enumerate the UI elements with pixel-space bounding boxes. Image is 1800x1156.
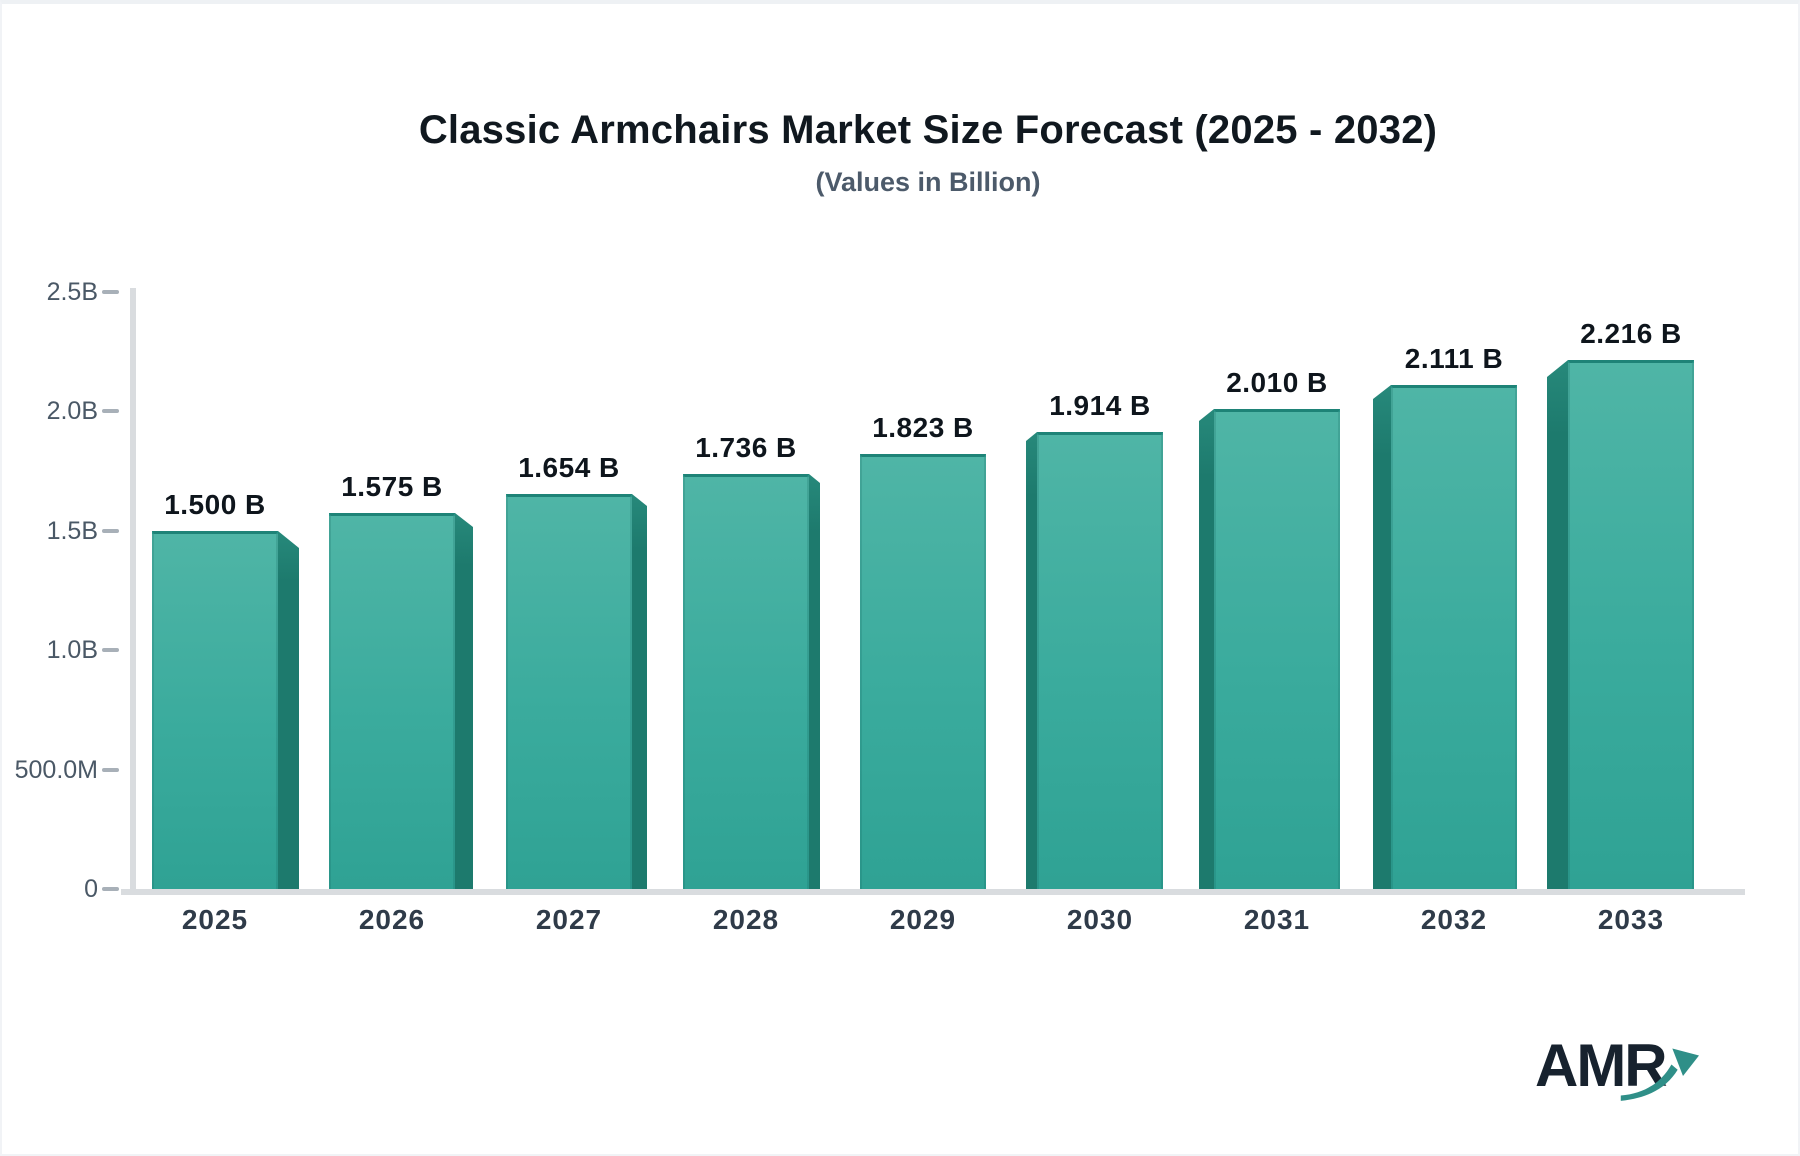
cagr-badge-label: CAGR: 5.00% <box>824 274 1028 309</box>
y-axis-label: 1.5B <box>46 517 98 545</box>
bar-2027 <box>506 494 632 889</box>
amr-logo-text: AMR <box>1535 1032 1668 1099</box>
bar-side-2033 <box>1547 360 1568 889</box>
x-axis-label-2026: 2026 <box>358 904 426 935</box>
y-axis-tick <box>102 529 119 533</box>
x-axis-label-2032: 2032 <box>1420 904 1488 935</box>
bar-side-2032 <box>1373 385 1391 889</box>
y-axis-tick <box>102 409 119 413</box>
bar-value-label-2033: 2.216 B <box>1580 318 1682 349</box>
y-axis-label: 0 <box>84 875 98 903</box>
x-axis-label-2025: 2025 <box>181 904 249 935</box>
y-axis-tick <box>102 648 119 652</box>
x-axis-label-2031: 2031 <box>1243 904 1311 935</box>
bar-value-label-2028: 1.736 B <box>695 432 797 463</box>
bar-side-2031 <box>1199 409 1214 889</box>
y-axis-tick <box>102 768 119 772</box>
bar-side-2027 <box>632 494 647 889</box>
amr-logo: AMR <box>1535 1036 1715 1116</box>
bar-value-label-2029: 1.823 B <box>872 412 974 443</box>
bar-2032 <box>1391 385 1517 889</box>
y-axis-tick <box>102 887 119 891</box>
bar-value-label-2032: 2.111 B <box>1404 343 1504 374</box>
bar-2028 <box>683 474 809 889</box>
bar-2030 <box>1037 432 1163 889</box>
y-axis-label: 2.0B <box>46 397 98 425</box>
x-axis-label-2030: 2030 <box>1066 904 1134 935</box>
bar-2033 <box>1568 360 1694 889</box>
page-subtitle: (Values in Billion) <box>815 167 1041 197</box>
bar-side-2028 <box>809 474 820 889</box>
y-axis-label: 1.0B <box>46 636 98 664</box>
page-title: Classic Armchairs Market Size Forecast (… <box>418 108 1438 152</box>
x-axis-label-2028: 2028 <box>712 904 780 935</box>
x-axis-label-2027: 2027 <box>535 904 603 935</box>
bar-2026 <box>329 513 455 889</box>
bar-2029 <box>860 454 986 889</box>
bar-value-label-2031: 2.010 B <box>1226 367 1328 398</box>
bar-value-label-2026: 1.575 B <box>341 471 443 502</box>
bar-side-2030 <box>1026 432 1037 889</box>
growth-arrow-icon <box>1620 1048 1699 1101</box>
bar-side-2026 <box>455 513 473 889</box>
x-axis-line <box>121 889 1745 895</box>
y-axis-label: 500.0M <box>14 756 98 784</box>
bar-2025 <box>152 531 278 889</box>
y-axis-label: 2.5B <box>46 278 98 306</box>
x-axis-label-2029: 2029 <box>889 904 957 935</box>
y-axis-line <box>130 288 136 895</box>
bar-value-label-2027: 1.654 B <box>518 452 620 483</box>
bar-side-2025 <box>278 531 299 889</box>
bar-value-label-2025: 1.500 B <box>164 489 266 520</box>
x-axis-label-2033: 2033 <box>1597 904 1665 935</box>
bar-value-label-2030: 1.914 B <box>1049 390 1151 421</box>
cagr-badge: CAGR: 5.00% <box>790 258 1062 326</box>
y-axis-tick <box>102 290 119 294</box>
bar-2031 <box>1214 409 1340 889</box>
